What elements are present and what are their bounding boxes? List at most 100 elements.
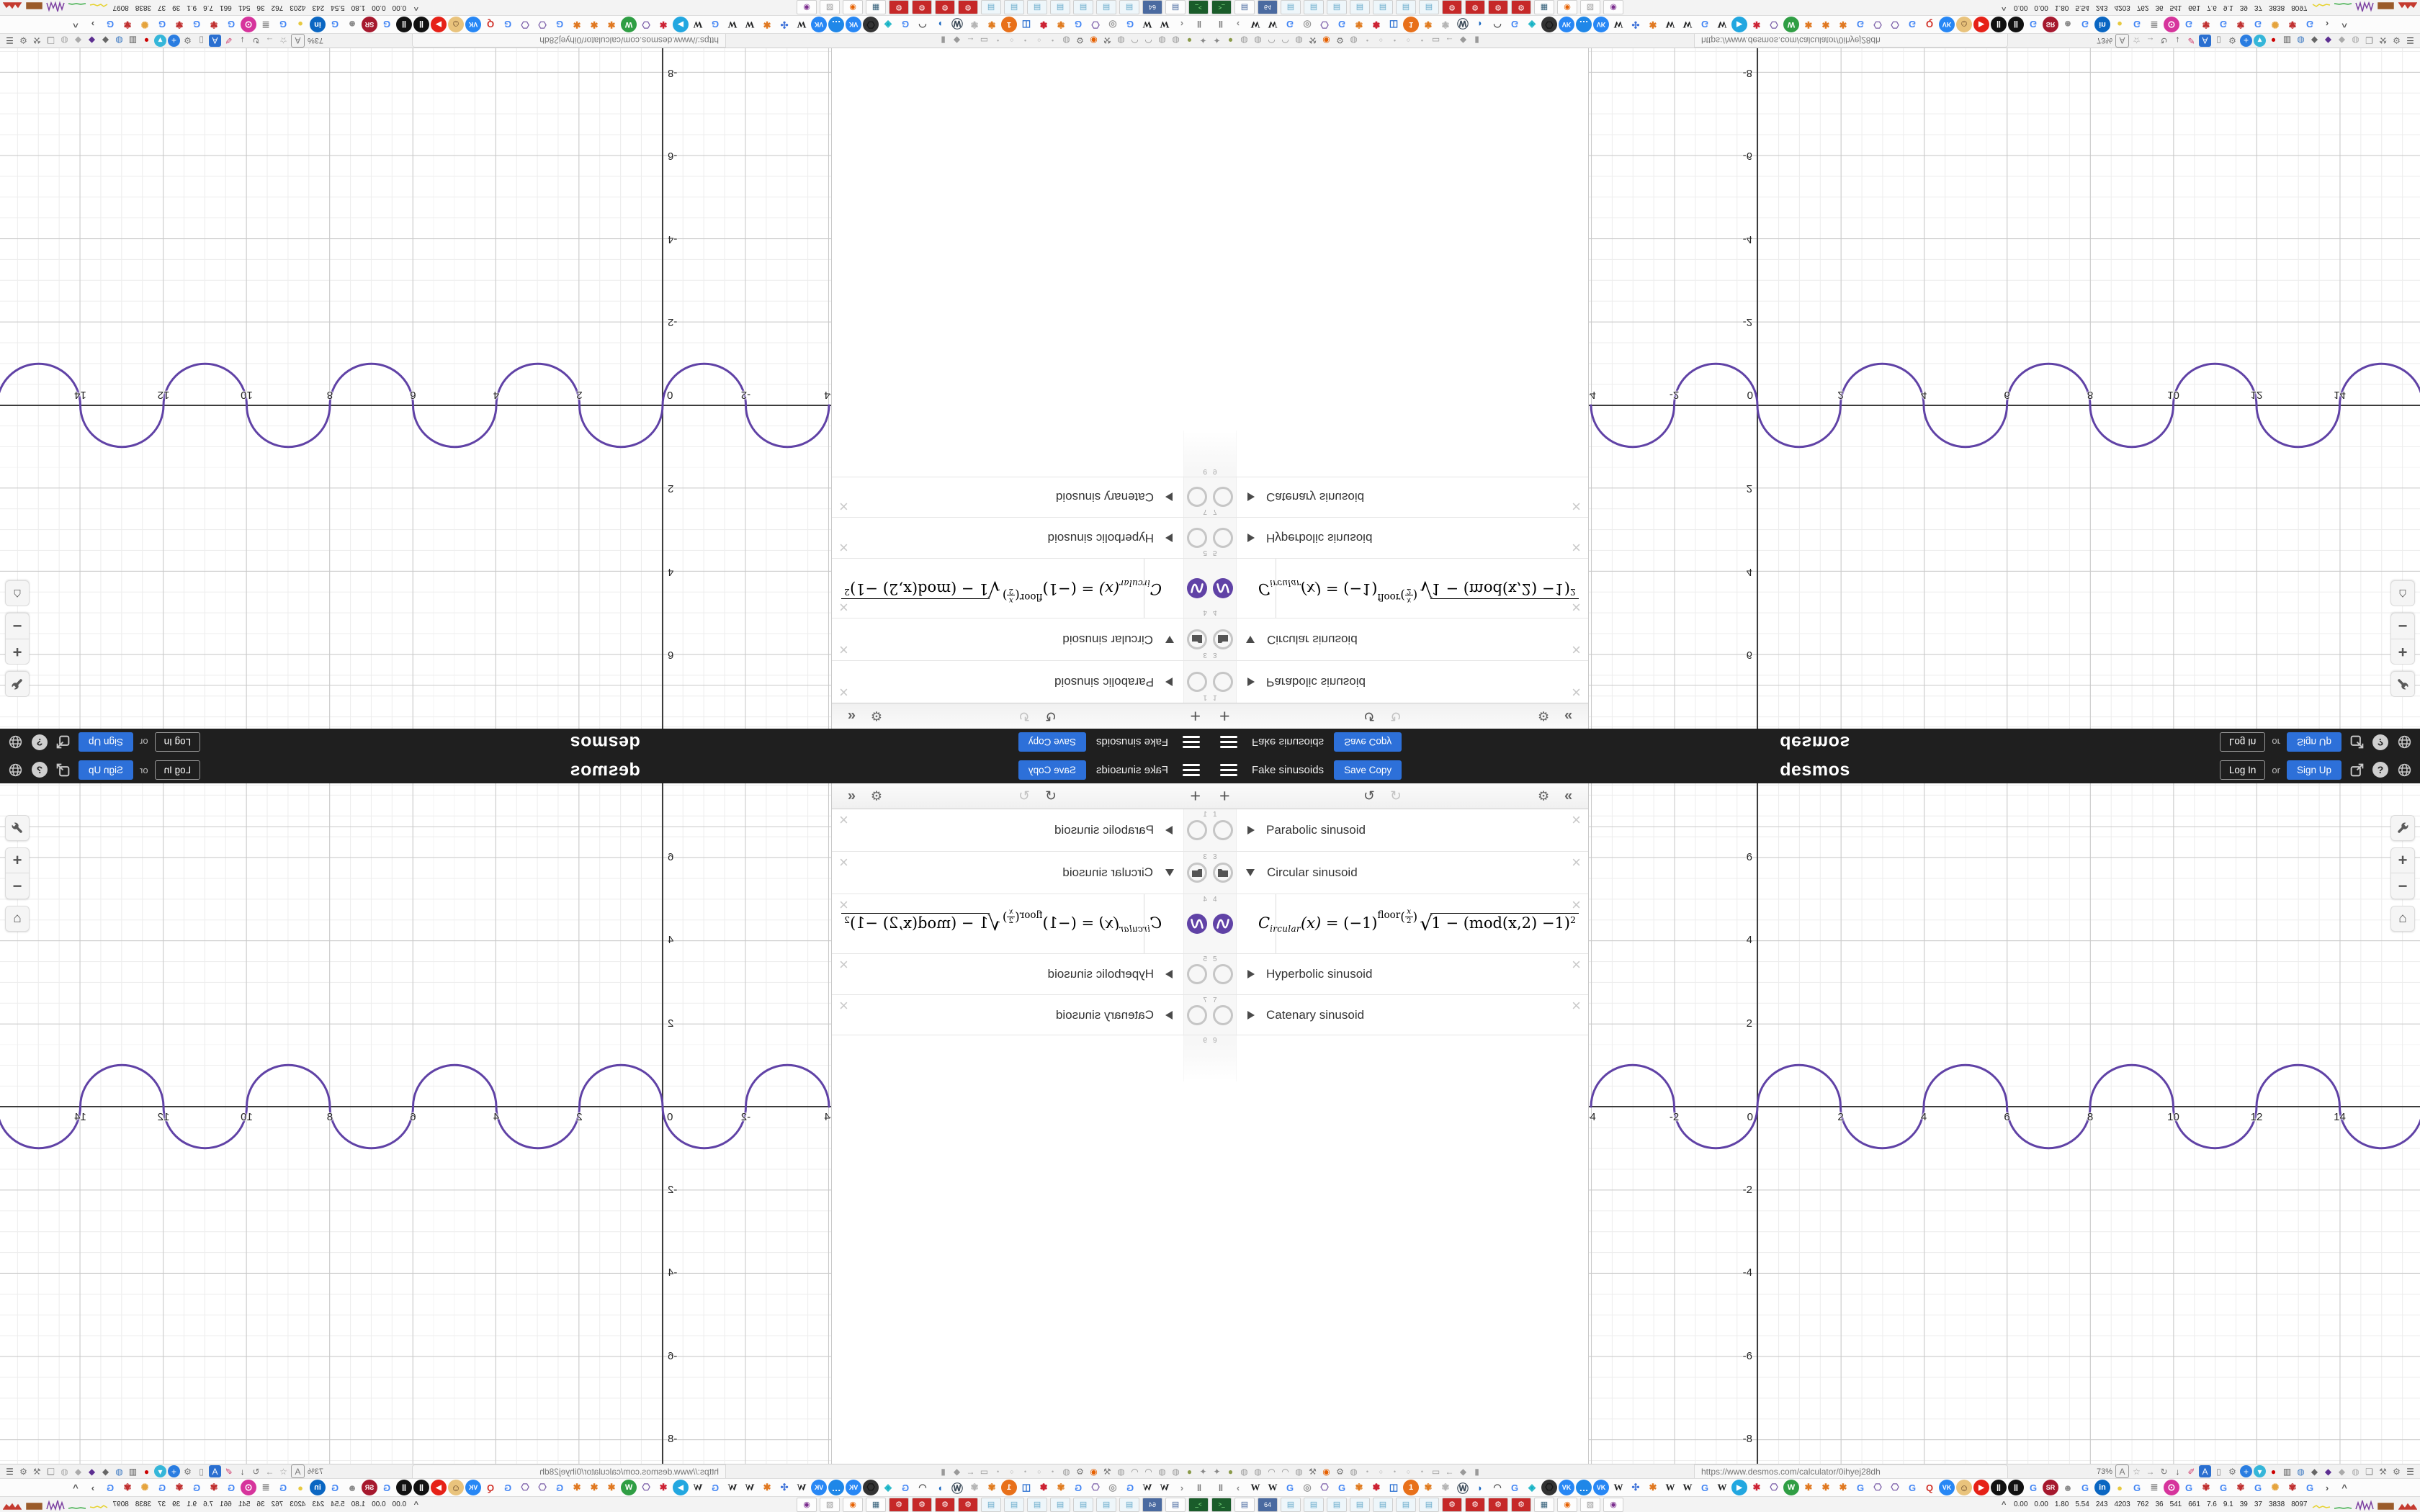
firefox-icon[interactable]: ◉ xyxy=(1322,1466,1330,1477)
save-copy-button[interactable]: Save Copy xyxy=(1018,760,1086,780)
raddot-icon[interactable]: • xyxy=(996,37,1000,45)
row-gutter[interactable]: 1 xyxy=(1183,661,1210,703)
folder-row-circular[interactable]: 3 Circular sinusoid × xyxy=(832,852,1210,894)
leaf-green-icon[interactable]: W xyxy=(1783,17,1799,32)
delete-row-button[interactable]: × xyxy=(1572,853,1581,871)
hex-purple-icon[interactable]: ⎔ xyxy=(1770,19,1778,30)
folder-collapsed-arrow-icon[interactable] xyxy=(1165,826,1173,834)
delete-row-button[interactable]: × xyxy=(1572,498,1581,516)
notepad-icon[interactable]: ▤ xyxy=(1281,1497,1301,1512)
notepad-icon[interactable]: ▤ xyxy=(981,0,1001,15)
globe-gray-icon[interactable]: ◍ xyxy=(2352,35,2360,46)
gear-orange-icon[interactable]: ✱ xyxy=(607,19,616,30)
chat-blue-icon[interactable]: … xyxy=(1576,1480,1592,1495)
chev-left-icon[interactable]: ‹ xyxy=(1180,1482,1184,1493)
pause-gray-icon[interactable]: ‖ xyxy=(1196,19,1202,30)
folder-collapsed-arrow-icon[interactable] xyxy=(1165,534,1173,542)
firefox-icon[interactable]: ◉ xyxy=(1322,35,1330,46)
raddot-icon[interactable]: • xyxy=(1051,1467,1054,1475)
puzzle-icon[interactable]: ❑ xyxy=(2365,35,2373,46)
flower-gray-icon[interactable]: ✾ xyxy=(1441,19,1450,30)
linkedin-icon[interactable]: in xyxy=(310,17,326,32)
notepad-icon[interactable]: ▤ xyxy=(1419,1497,1439,1512)
reload-icon[interactable]: ↻ xyxy=(2160,1466,2168,1477)
arrow-right-icon[interactable]: → xyxy=(265,1466,274,1477)
google-g-icon[interactable]: G xyxy=(2133,1482,2141,1493)
google-g-icon[interactable]: G xyxy=(2219,1482,2228,1493)
row-gutter[interactable]: 7 xyxy=(1183,995,1210,1035)
notes-icon[interactable]: ≣ xyxy=(2150,19,2159,30)
knot-blue-icon[interactable]: ✣ xyxy=(1631,19,1640,30)
leaf-green-icon[interactable]: W xyxy=(621,17,637,32)
folder-row-parabolic[interactable]: 1 Parabolic sinusoid × xyxy=(1210,809,1588,852)
hex-purple-icon[interactable]: ⎔ xyxy=(521,19,529,30)
radcirc-icon[interactable]: ○ xyxy=(1009,1467,1014,1475)
delete-row-button[interactable]: × xyxy=(839,598,848,616)
workstation-icon[interactable]: ▤ xyxy=(1165,1497,1186,1512)
chev-right-icon[interactable]: › xyxy=(2325,1482,2329,1493)
shield-blue-icon[interactable]: ▾ xyxy=(2254,1465,2266,1477)
download-icon[interactable]: ↓ xyxy=(240,1466,245,1477)
google-g-icon[interactable]: G xyxy=(382,1482,391,1493)
google-g-icon[interactable]: G xyxy=(1510,19,1519,30)
folder-circle-icon[interactable] xyxy=(1187,964,1207,984)
play-blue-icon[interactable]: ▶ xyxy=(673,1480,689,1495)
flower-red-icon[interactable]: ✾ xyxy=(2236,19,2245,30)
undo-button[interactable]: ↺ xyxy=(1045,788,1057,804)
pause-black-icon[interactable]: ‖ xyxy=(396,1480,412,1495)
wiki-w-icon[interactable]: W xyxy=(1682,19,1693,30)
wiki-w-icon[interactable]: W xyxy=(1717,19,1727,30)
save-copy-button[interactable]: Save Copy xyxy=(1334,732,1402,752)
sun-orange-icon[interactable]: ✺ xyxy=(140,19,149,30)
knot-blue-icon[interactable]: ✣ xyxy=(780,19,789,30)
firefox-icon[interactable]: ◉ xyxy=(843,0,863,15)
wiki-w-icon[interactable]: W xyxy=(693,19,703,30)
folder-row-circular[interactable]: 3 Circular sinusoid × xyxy=(1210,852,1588,894)
marker-icon[interactable]: ✐ xyxy=(225,1466,233,1477)
gear-orange-icon[interactable]: ✱ xyxy=(607,1482,616,1493)
wrench-icon[interactable]: ⚒ xyxy=(1309,35,1317,46)
add-expression-button[interactable]: + xyxy=(1190,706,1201,726)
folder-collapsed-arrow-icon[interactable] xyxy=(1247,1010,1255,1020)
star-icon[interactable]: ☆ xyxy=(279,1466,287,1477)
download-icon[interactable]: ↓ xyxy=(2175,1466,2180,1477)
raddot-icon[interactable]: • xyxy=(1420,1467,1424,1475)
google-g-icon[interactable]: G xyxy=(711,19,720,30)
gearbox-red-icon[interactable]: ⚙ xyxy=(935,1497,955,1512)
language-globe-icon[interactable] xyxy=(2396,761,2413,778)
google-g-icon[interactable]: G xyxy=(1700,1482,1709,1493)
save-copy-button[interactable]: Save Copy xyxy=(1018,732,1086,752)
menu-icon[interactable] xyxy=(1183,746,1200,749)
puzzle-icon[interactable]: ❑ xyxy=(47,35,55,46)
folder-row-hyperbolic[interactable]: 5 Hyperbolic sinusoid × xyxy=(832,954,1210,995)
gear-red-icon[interactable]: ✱ xyxy=(659,1482,668,1493)
desmos-logo[interactable]: desmos xyxy=(570,732,640,753)
mask-purple-icon[interactable]: ◉ xyxy=(1603,1497,1623,1512)
gauge-icon[interactable]: ◠ xyxy=(1268,1466,1276,1477)
diamond-cyan-icon[interactable]: ◈ xyxy=(884,1482,892,1493)
arrow-left-icon[interactable]: ← xyxy=(1445,35,1454,46)
wiki-w-icon[interactable]: W xyxy=(1665,19,1675,30)
globe-icon[interactable]: ◍ xyxy=(1062,1466,1070,1477)
q-red-icon[interactable]: Q xyxy=(486,19,495,30)
lock-icon[interactable]: ▮ xyxy=(941,1466,946,1477)
puzzle-icon[interactable]: ❑ xyxy=(2365,1466,2373,1477)
zoom-in-button[interactable]: + xyxy=(2390,639,2415,665)
wiki-w-icon[interactable]: W xyxy=(1717,1482,1727,1493)
trash-icon[interactable]: ▥ xyxy=(128,35,138,46)
gear-orange-icon[interactable]: ✱ xyxy=(1839,19,1847,30)
people-blue-icon[interactable]: ◫ xyxy=(1389,1482,1399,1493)
trash-icon[interactable]: ▥ xyxy=(2282,35,2292,46)
flower-red-icon[interactable]: ✾ xyxy=(175,1482,184,1493)
diamond-cyan-icon[interactable]: ◈ xyxy=(1528,1482,1536,1493)
gear-red-icon[interactable]: ✱ xyxy=(1752,1482,1761,1493)
shield-12-icon[interactable]: ◆ xyxy=(2311,1466,2318,1477)
terminal-green-icon[interactable]: >_ xyxy=(1211,1497,1232,1512)
reload-icon[interactable]: ↻ xyxy=(252,35,260,46)
notepad-icon[interactable]: ▤ xyxy=(1304,0,1324,15)
gauge-icon[interactable]: ◠ xyxy=(1281,35,1289,46)
sign-up-button[interactable]: Sign Up xyxy=(2286,732,2341,752)
share-icon[interactable] xyxy=(55,761,72,778)
blob-yellow-icon[interactable]: ● xyxy=(297,19,303,30)
gear-icon[interactable]: ⚙ xyxy=(1336,35,1344,46)
